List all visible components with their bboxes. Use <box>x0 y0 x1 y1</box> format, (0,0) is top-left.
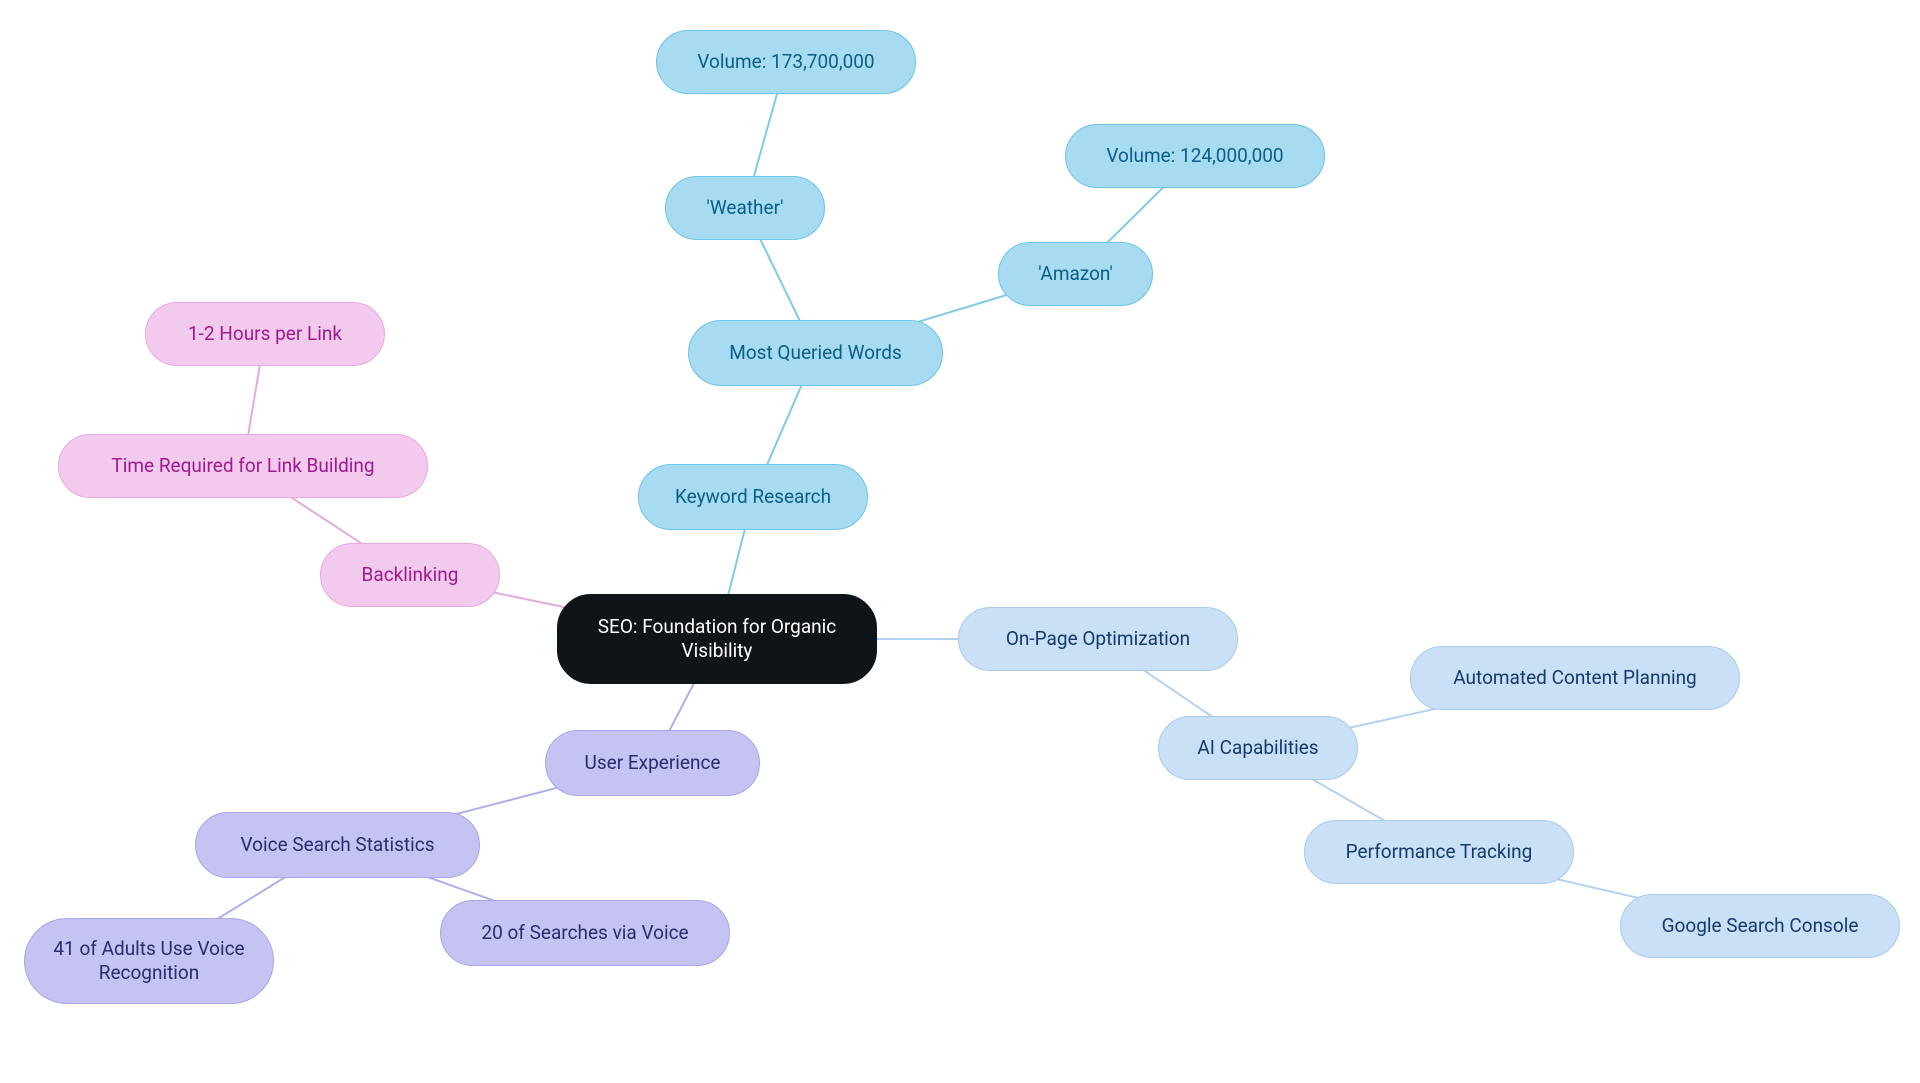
edge-onpage-aicap <box>1143 669 1216 719</box>
edge-root-keyword <box>728 530 744 594</box>
node-voicestat[interactable]: Voice Search Statistics <box>195 812 480 878</box>
edge-backlink-timelink <box>290 497 367 547</box>
edge-weather-vol1737 <box>754 94 777 176</box>
node-autoplan[interactable]: Automated Content Planning <box>1410 646 1740 710</box>
node-hours12[interactable]: 1-2 Hours per Link <box>145 302 385 366</box>
node-gsc[interactable]: Google Search Console <box>1620 894 1900 958</box>
node-weather[interactable]: 'Weather' <box>665 176 825 240</box>
node-ux[interactable]: User Experience <box>545 730 760 796</box>
node-mostq[interactable]: Most Queried Words <box>688 320 943 386</box>
node-percent41[interactable]: 41 of Adults Use Voice Recognition <box>24 918 274 1004</box>
node-amazon[interactable]: 'Amazon' <box>998 242 1153 306</box>
node-keyword[interactable]: Keyword Research <box>638 464 868 530</box>
node-aicap[interactable]: AI Capabilities <box>1158 716 1358 780</box>
edge-amazon-vol124 <box>1105 187 1163 245</box>
node-root[interactable]: SEO: Foundation for Organic Visibility <box>557 594 877 684</box>
edge-timelink-hours12 <box>248 366 259 434</box>
edge-root-ux <box>670 684 694 731</box>
node-percent20[interactable]: 20 of Searches via Voice <box>440 900 730 966</box>
node-onpage[interactable]: On-Page Optimization <box>958 607 1238 671</box>
node-timelink[interactable]: Time Required for Link Building <box>58 434 428 498</box>
edge-keyword-mostq <box>767 386 801 465</box>
edge-mostq-weather <box>760 239 799 320</box>
edge-voicestat-percent41 <box>210 876 287 924</box>
mindmap-canvas: SEO: Foundation for Organic Visibility Ke… <box>0 0 1920 1083</box>
node-vol1737[interactable]: Volume: 173,700,000 <box>656 30 916 94</box>
node-perftrack[interactable]: Performance Tracking <box>1304 820 1574 884</box>
node-vol124[interactable]: Volume: 124,000,000 <box>1065 124 1325 188</box>
node-backlink[interactable]: Backlinking <box>320 543 500 607</box>
edge-aicap-perftrack <box>1307 776 1388 822</box>
